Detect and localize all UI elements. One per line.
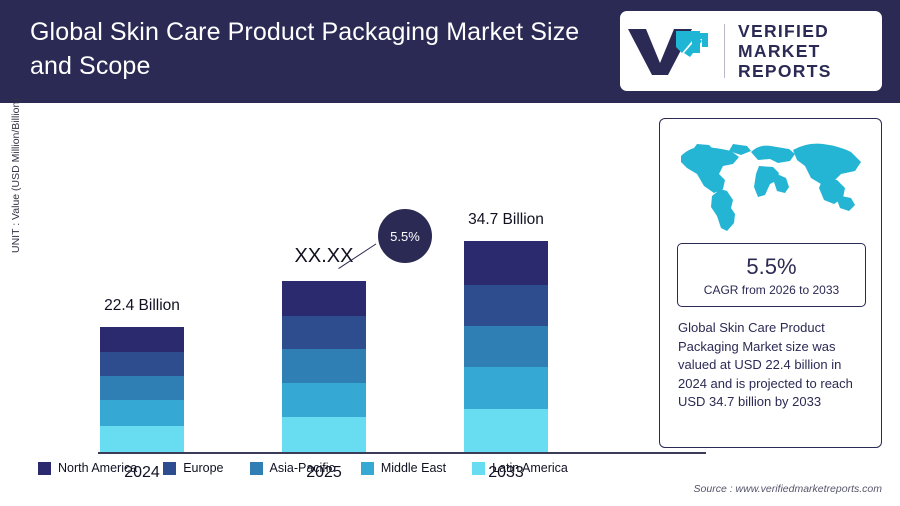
cagr-bubble: 5.5% [378,209,432,263]
bar-2033 [464,241,548,452]
world-map-icon [670,127,873,237]
header-bar: Global Skin Care Product Packaging Marke… [0,0,900,103]
logo-line-2: MARKET [738,41,821,61]
legend-item: Asia-Pacific [249,461,335,475]
bar-total-label: 34.7 Billion [468,211,544,229]
chart-legend: North America Europe Asia-Pacific Middle Ea… [38,461,568,475]
legend-swatch [360,461,374,475]
legend-item: Middle East [360,461,447,475]
bar-segment [100,400,184,427]
bar-segment [282,383,366,418]
bar-segment [282,281,366,317]
cagr-box: 5.5% CAGR from 2026 to 2033 [677,243,866,307]
summary-panel: 5.5% CAGR from 2026 to 2033 Global Skin … [659,118,882,448]
y-axis-label: UNIT : Value (USD Million/Billion) [10,98,22,253]
cagr-value: 5.5% [746,253,797,279]
legend-label: North America [58,461,138,475]
x-tick-2033: 2033 [488,464,524,481]
logo-wordmark: VERIFIED MARKET REPORTS [725,21,832,81]
legend-label: Europe [183,461,224,475]
page-title: Global Skin Care Product Packaging Marke… [30,18,580,80]
logo-box: VERIFIED MARKET REPORTS [620,11,882,91]
logo-line-3: REPORTS [738,61,832,81]
logo-line-1: VERIFIED [738,21,830,41]
bar-2024 [100,326,184,452]
bar-segment [464,241,548,286]
legend-label: Latin America [492,461,568,475]
bar-segment [282,349,366,384]
chart-area: UNIT : Value (USD Million/Billion) 22.4 … [0,98,706,506]
bar-total-label: XX.XX [294,245,354,268]
bar-segment [100,426,184,452]
legend-swatch [249,461,263,475]
bar-segment [100,375,184,401]
bar-segment [282,417,366,452]
vmr-logo-icon [620,11,724,91]
panel-description: Global Skin Care Product Packaging Marke… [678,320,853,409]
legend-item: Latin America [472,461,568,475]
bar-segment [464,367,548,410]
bar-segment [464,325,548,368]
bar-2025 [282,281,366,452]
legend-swatch [38,461,51,475]
bar-segment [282,316,366,350]
cagr-subtitle: CAGR from 2026 to 2033 [703,282,840,297]
legend-label: Asia-Pacific [269,461,335,475]
logo-divider [724,24,725,78]
source-note: Source : www.verifiedmarketreports.com [693,483,882,495]
x-axis-line [98,452,706,454]
legend-swatch [472,461,486,475]
x-tick-2025: 2025 [306,464,342,481]
legend-label: Middle East [380,461,447,475]
legend-item: Europe [163,461,224,475]
legend-item: North America [38,461,137,475]
bar-segment [464,409,548,452]
bar-segment [100,326,184,352]
bar-total-label: 22.4 Billion [104,296,180,314]
legend-swatch [163,461,177,475]
plot-region: 22.4 Billion XX.XX 34.7 Billion 2024 2025 20… [70,121,706,481]
bar-segment [100,351,184,376]
bar-segment [464,285,548,326]
x-tick-2024: 2024 [124,464,160,481]
